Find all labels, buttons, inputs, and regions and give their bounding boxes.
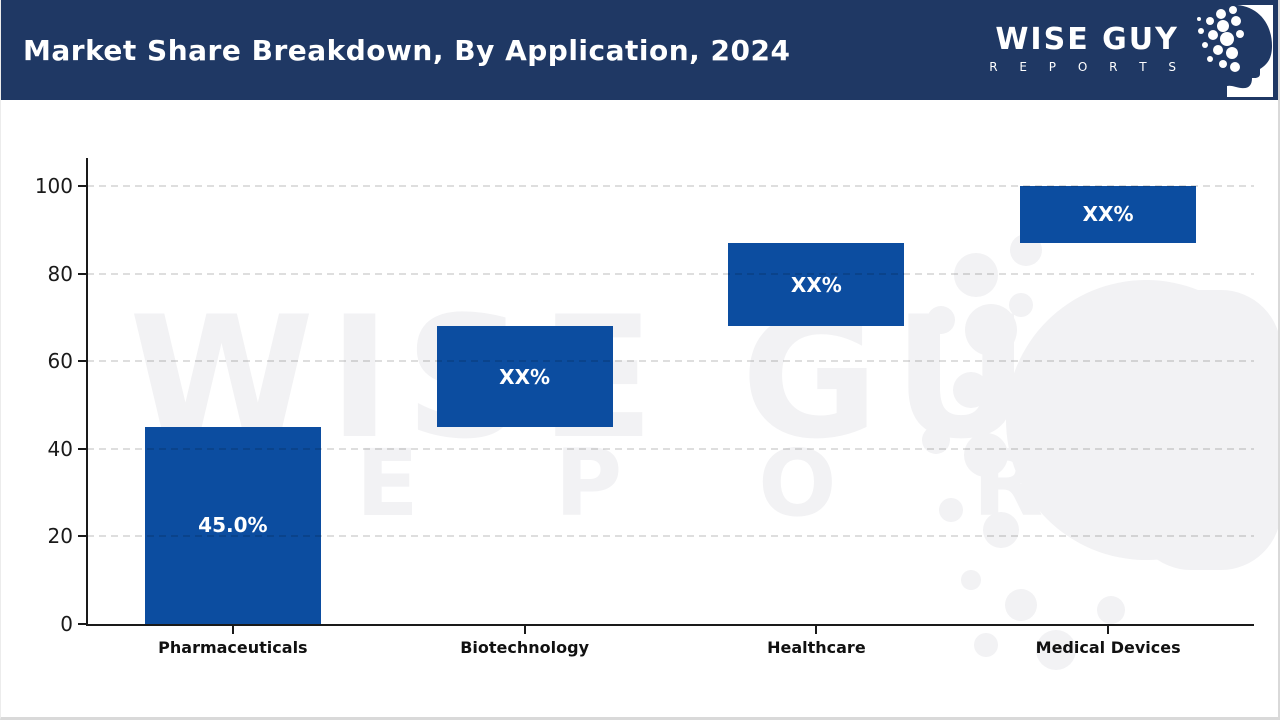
y-tick-label: 80 <box>47 261 73 286</box>
waterfall-bar-pharmaceuticals: 45.0% <box>144 426 321 624</box>
y-tick-label: 20 <box>47 524 73 549</box>
logo-subtitle-text: R E P O R T S <box>989 60 1185 74</box>
y-tick-mark <box>78 272 87 275</box>
bar-value-label: XX% <box>790 272 842 297</box>
gridline <box>87 447 1254 450</box>
x-tick-mark <box>231 626 234 634</box>
watermark-face-icon <box>913 234 1278 670</box>
y-axis-line <box>86 158 88 626</box>
x-category-label: Healthcare <box>767 638 866 657</box>
gridline <box>87 272 1254 275</box>
x-tick-mark <box>815 626 818 634</box>
bar-value-label: 45.0% <box>198 513 268 538</box>
y-tick-label: 100 <box>34 174 73 198</box>
waterfall-bar-healthcare: XX% <box>728 242 905 327</box>
gridline <box>87 185 1254 187</box>
header-bar: Market Share Breakdown, By Application, … <box>1 0 1278 100</box>
gridline <box>87 360 1254 363</box>
page-title: Market Share Breakdown, By Application, … <box>23 33 791 67</box>
y-tick-mark <box>78 360 87 363</box>
logo-title-text: WISE GUY <box>995 22 1179 57</box>
y-tick-mark <box>78 185 87 187</box>
waterfall-bar-medical-devices: XX% <box>1020 186 1197 243</box>
x-category-label: Biotechnology <box>460 638 590 657</box>
gridline <box>87 535 1254 538</box>
x-tick-mark <box>1107 626 1110 634</box>
logo-face-icon <box>1197 5 1273 97</box>
x-axis-line <box>86 624 1254 626</box>
y-tick-label: 60 <box>47 349 73 374</box>
y-tick-mark <box>78 535 87 538</box>
x-category-label: Medical Devices <box>1035 638 1181 657</box>
y-tick-mark <box>78 623 87 625</box>
bar-value-label: XX% <box>1082 202 1134 227</box>
x-tick-mark <box>523 626 526 634</box>
y-tick-label: 0 <box>60 612 73 636</box>
waterfall-chart: WISE GU·Y R E P O R T S 45.0%XX%XX%XX% 0… <box>1 100 1278 716</box>
wise-guy-logo: WISE GUY R E P O R T S <box>989 0 1273 100</box>
waterfall-bar-biotechnology: XX% <box>436 326 613 427</box>
logo-wordmark: WISE GUY R E P O R T S <box>989 22 1185 74</box>
y-tick-mark <box>78 447 87 450</box>
y-tick-label: 40 <box>47 436 73 461</box>
x-category-label: Pharmaceuticals <box>158 638 308 657</box>
bar-value-label: XX% <box>499 364 551 389</box>
